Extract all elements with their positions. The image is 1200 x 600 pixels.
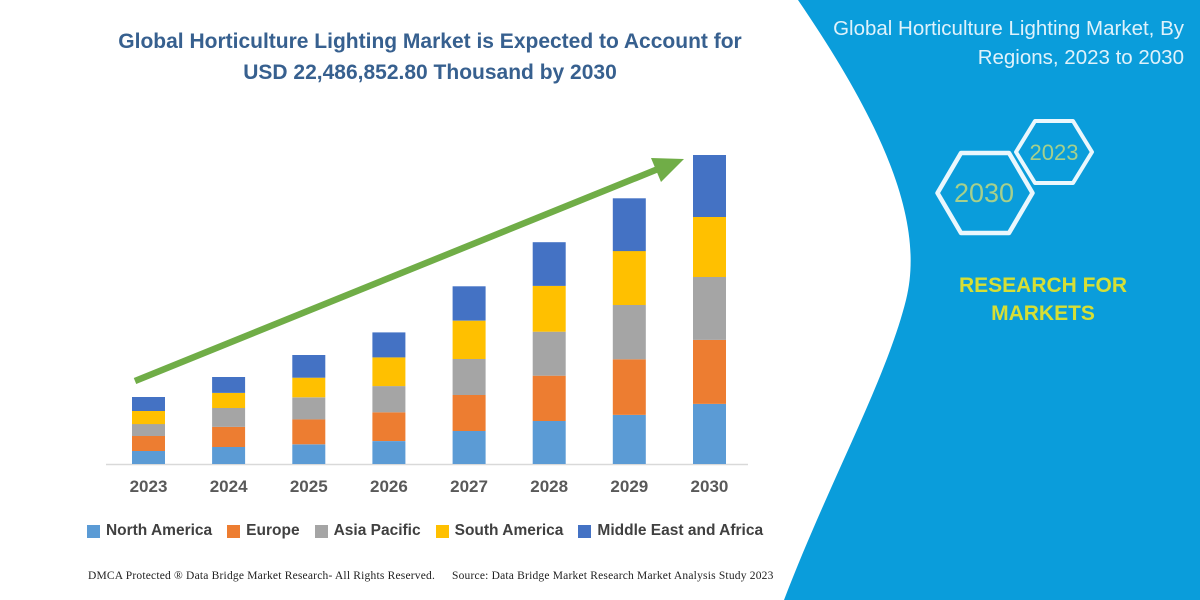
legend-swatch (227, 524, 241, 538)
legend-item: North America (86, 522, 213, 540)
bar-segment (693, 277, 726, 340)
x-axis-label: 2023 (129, 477, 168, 496)
legend-swatch (86, 524, 100, 538)
brand-text: RESEARCH FOR MARKETS (958, 274, 1127, 325)
teal-panel-background (784, 0, 1200, 600)
x-axis-label: 2029 (610, 477, 649, 496)
chart-title-line2: USD 22,486,852.80 Thousand by 2030 (243, 61, 617, 84)
hexagon-2030-label: 2030 (954, 178, 1014, 208)
bar-segment (532, 331, 566, 376)
bar-segment (212, 426, 246, 447)
legend-swatch (578, 524, 592, 538)
panel-title: Global Horticulture Lighting Market, By … (833, 17, 1184, 69)
chart-title: Global Horticulture Lighting Market is E… (80, 26, 780, 88)
bar-segment (452, 286, 486, 321)
bar-segment (292, 419, 326, 445)
bar-segment (372, 412, 406, 441)
legend-item: Asia Pacific (314, 522, 421, 540)
legend-label: North America (105, 522, 213, 539)
x-axis-label: 2024 (209, 477, 248, 496)
hexagon-2023 (1014, 119, 1094, 185)
bar-segment (532, 285, 566, 332)
bar-segment (212, 377, 246, 393)
legend-item: South America (435, 522, 564, 540)
bar-segment (532, 375, 566, 421)
dmca-footer-text: DMCA Protected ® Data Bridge Market Rese… (88, 570, 436, 582)
legend-label: Asia Pacific (333, 522, 421, 539)
bar-segment (612, 415, 646, 464)
legend-label: South America (454, 522, 564, 539)
x-axis-label: 2026 (369, 477, 408, 496)
bar-segment (212, 447, 246, 464)
bar-segment (292, 444, 326, 464)
bar-segment (612, 251, 646, 305)
x-axis-label: 2027 (450, 477, 488, 496)
legend-item: Middle East and Africa (578, 522, 763, 540)
source-footer-text: Source: Data Bridge Market Research Mark… (452, 570, 774, 582)
hexagon-2030 (935, 150, 1035, 236)
bar-segment (452, 359, 486, 395)
bar-segment (693, 404, 726, 464)
bars-group (132, 155, 726, 464)
bar-segment (292, 397, 326, 420)
hexagon-2023-label: 2023 (1030, 140, 1079, 165)
x-axis-label: 2028 (530, 477, 569, 496)
bar-segment (372, 357, 406, 387)
trend-arrow-head (651, 158, 684, 182)
bar-segment (132, 450, 165, 464)
x-axis-label: 2030 (690, 477, 729, 496)
bar-segment (372, 386, 406, 413)
bar-segment (452, 320, 486, 359)
bar-segment (372, 441, 406, 464)
bar-segment (452, 431, 486, 464)
trend-arrow-shaft (133, 165, 660, 385)
bar-segment (292, 355, 326, 378)
bar-segment (132, 397, 165, 411)
bar-segment (612, 359, 646, 415)
bar-segment (612, 305, 646, 360)
legend-label: Middle East and Africa (597, 522, 764, 539)
legend-label: Europe (246, 522, 300, 539)
bar-segment (612, 198, 646, 252)
legend-swatch (435, 524, 449, 538)
bar-segment (292, 377, 326, 398)
bar-segment (212, 393, 246, 408)
bar-segment (532, 242, 566, 286)
chart-title-line1: Global Horticulture Lighting Market is E… (118, 30, 742, 53)
bar-segment (532, 421, 566, 464)
x-axis-label: 2025 (289, 477, 328, 496)
bar-segment (452, 395, 486, 431)
bar-segment (693, 339, 726, 404)
legend-swatch (314, 524, 328, 538)
bar-segment (693, 155, 726, 217)
bar-segment (132, 436, 165, 451)
bar-segment (132, 411, 165, 425)
bar-segment (693, 217, 726, 277)
legend-item: Europe (227, 522, 300, 540)
bar-segment (132, 424, 165, 436)
chart-legend: North America Europe Asia Pacific South Ame… (86, 522, 763, 540)
bar-segment (212, 407, 246, 427)
bar-segment (372, 332, 406, 358)
